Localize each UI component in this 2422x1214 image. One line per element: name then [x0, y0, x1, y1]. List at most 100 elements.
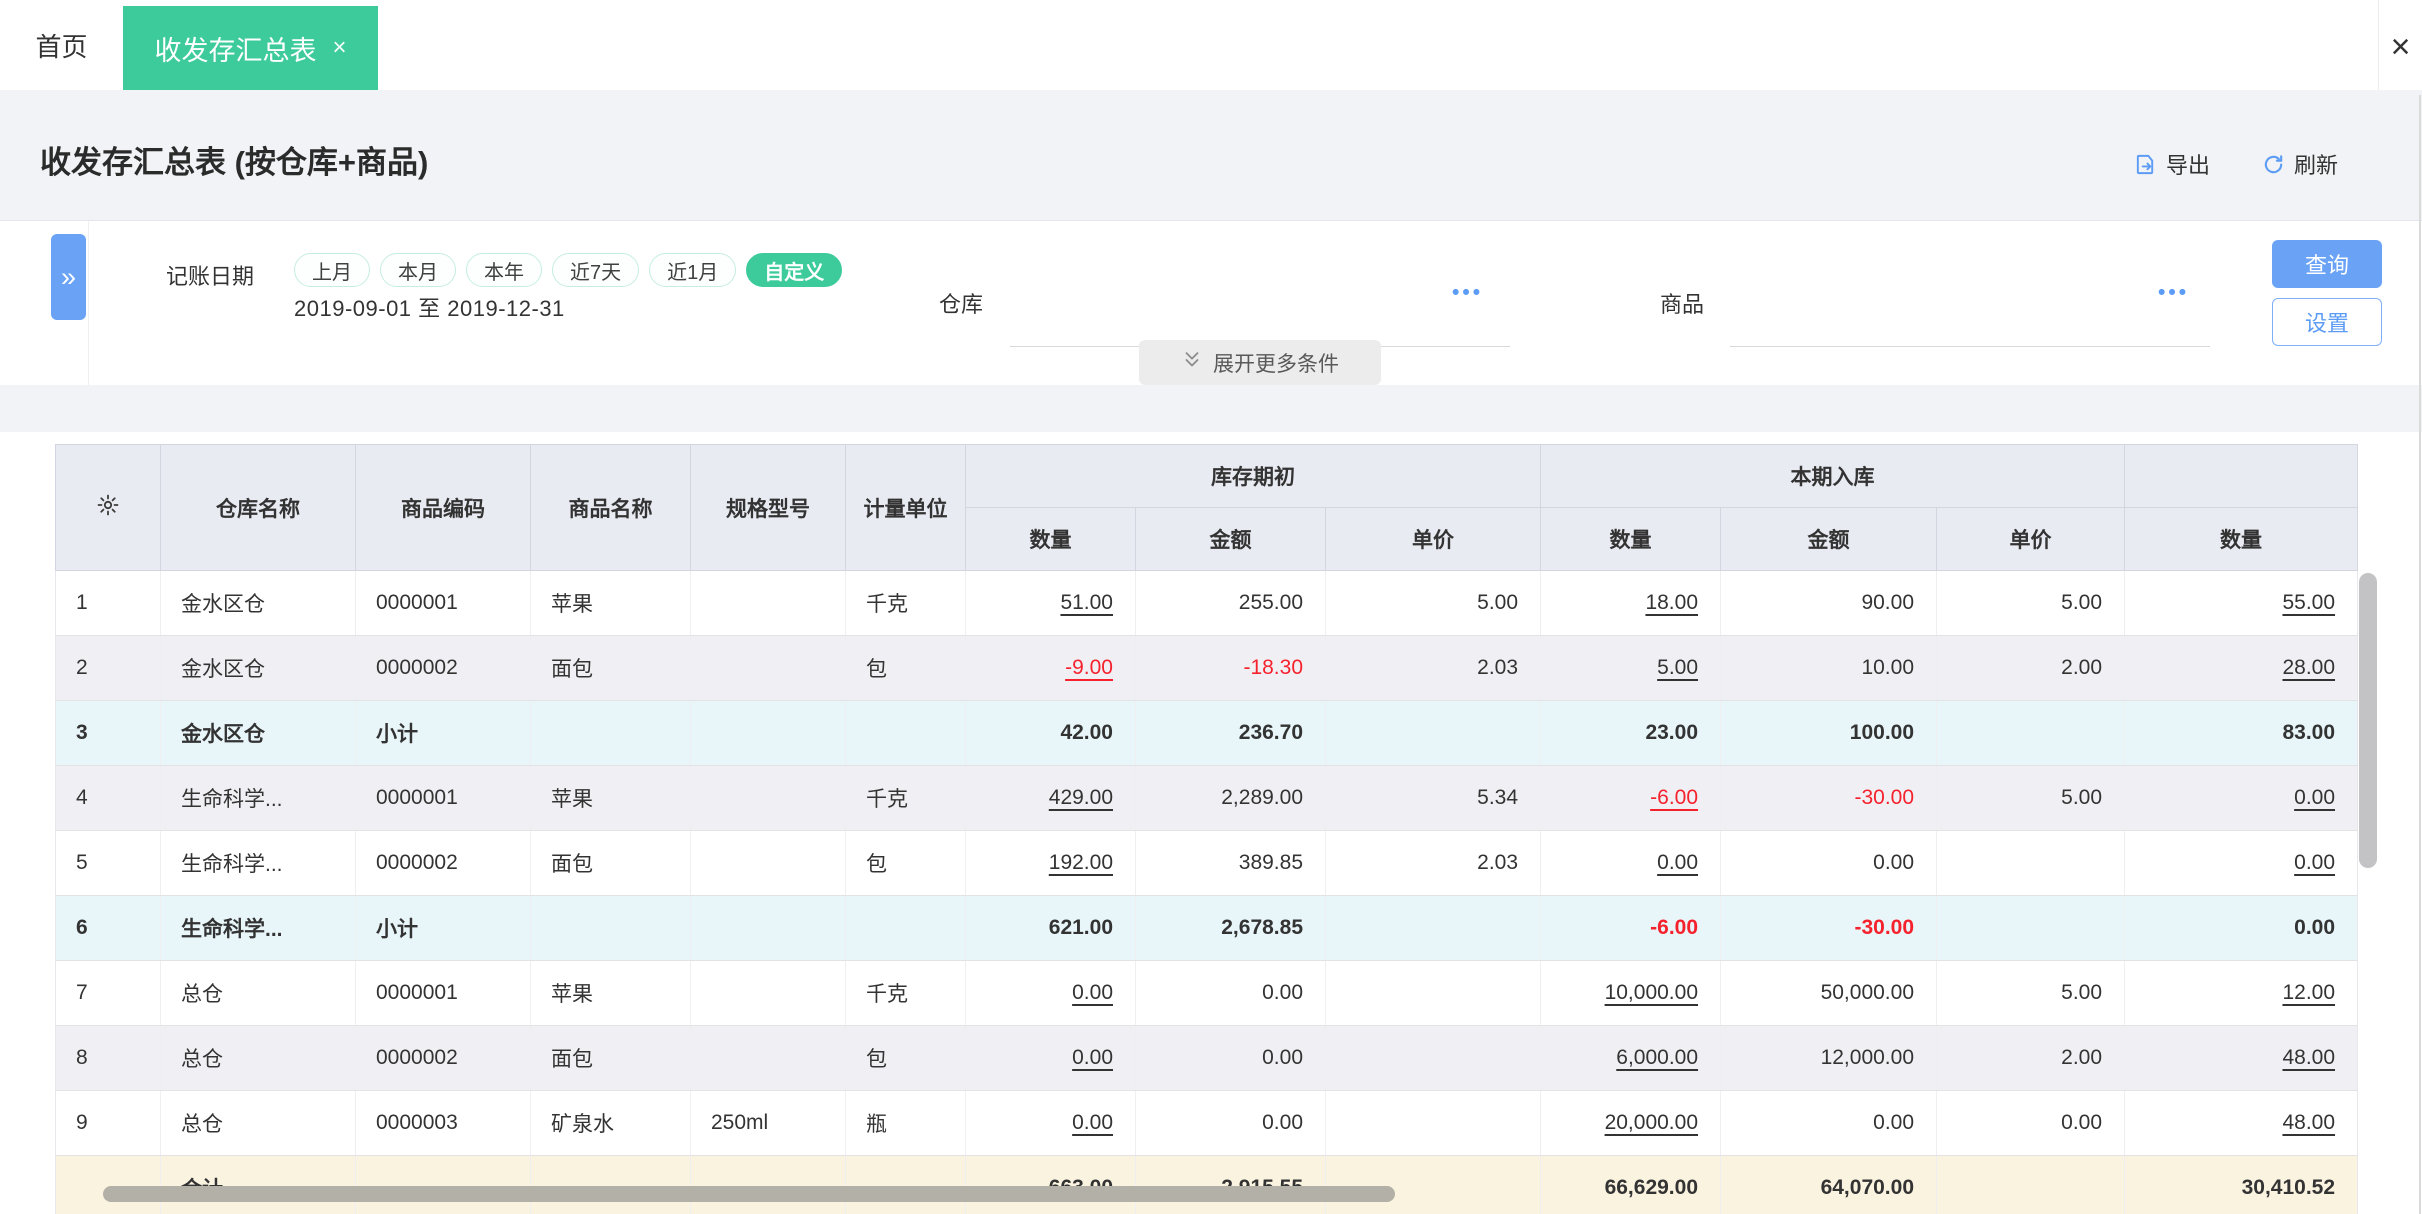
cell-spec: [690, 960, 846, 1026]
cell-spec: [690, 700, 846, 766]
search-button[interactable]: 查询: [2272, 240, 2382, 288]
cell-name: [530, 1155, 691, 1214]
cell-code: 0000001: [355, 570, 531, 636]
warehouse-more-icon[interactable]: •••: [1452, 281, 1484, 304]
qty-drill-link[interactable]: 5.00: [1657, 656, 1699, 679]
qty-drill-link[interactable]: 0.00: [2294, 786, 2336, 809]
qty-drill-link[interactable]: -6.00: [1650, 786, 1699, 809]
cell-opening-price: [1325, 1155, 1542, 1214]
export-icon: [2134, 153, 2157, 176]
gear-icon: [96, 494, 120, 522]
cell-code: 0000002: [355, 635, 531, 701]
qty-drill-link[interactable]: 0.00: [2294, 851, 2336, 874]
qty-drill-link[interactable]: 0.00: [1072, 1046, 1113, 1069]
cell-total-label: 合计: [160, 1155, 356, 1214]
qty-drill-link[interactable]: 20,000.00: [1604, 1111, 1699, 1134]
col-header-warehouse-name: 仓库名称: [160, 444, 356, 571]
cell-spec: 250ml: [690, 1090, 846, 1156]
qty-drill-link[interactable]: 48.00: [2282, 1111, 2336, 1134]
qty-drill-link[interactable]: 28.00: [2282, 656, 2336, 679]
window-close-button[interactable]: ×: [2378, 0, 2422, 90]
cell-opening-amount: 255.00: [1135, 570, 1326, 636]
cell-outbound-qty: 12.00: [2124, 960, 2359, 1026]
export-button[interactable]: 导出: [2134, 148, 2210, 180]
col-header-inbound-price: 单价: [1936, 507, 2126, 571]
horizontal-scrollbar-thumb[interactable]: [103, 1186, 1395, 1202]
product-input[interactable]: [1730, 305, 2150, 345]
cell-row-number: 6: [55, 895, 161, 961]
qty-drill-link[interactable]: 192.00: [1048, 851, 1113, 874]
qty-drill-link[interactable]: 0.00: [1072, 981, 1113, 1004]
date-range-text[interactable]: 2019-09-01 至 2019-12-31: [294, 296, 565, 321]
cell-inbound-amount: -30.00: [1720, 895, 1938, 961]
qty-drill-link[interactable]: 429.00: [1048, 786, 1113, 809]
settings-button[interactable]: 设置: [2272, 298, 2382, 346]
pill-this-month[interactable]: 本月: [380, 253, 456, 287]
cell-opening-amount: 236.70: [1135, 700, 1326, 766]
cell-opening-price: 2.03: [1325, 635, 1542, 701]
cell-opening-amount: 389.85: [1135, 830, 1326, 896]
col-header-inbound-qty: 数量: [1540, 507, 1722, 571]
cell-inbound-amount: 0.00: [1720, 830, 1938, 896]
product-label: 商品: [1660, 292, 1705, 317]
cell-row-number: 8: [55, 1025, 161, 1091]
cell-opening-amount: 2,289.00: [1135, 765, 1326, 831]
cell-inbound-price: 2.00: [1936, 635, 2126, 701]
cell-inbound-price: 5.00: [1936, 960, 2126, 1026]
cell-inbound-qty: -6.00: [1540, 895, 1722, 961]
pill-custom[interactable]: 自定义: [746, 253, 843, 287]
cell-opening-qty: 429.00: [965, 765, 1136, 831]
cell-inbound-price: [1936, 895, 2126, 961]
pill-last-1-month[interactable]: 近1月: [649, 253, 737, 287]
pill-last-7-days[interactable]: 近7天: [552, 253, 640, 287]
cell-opening-amount: 2,915.55: [1135, 1155, 1326, 1214]
pill-this-year[interactable]: 本年: [466, 253, 542, 287]
qty-drill-link[interactable]: 18.00: [1645, 591, 1699, 614]
cell-name: 面包: [530, 1025, 691, 1091]
cell-opening-qty: 0.00: [965, 1090, 1136, 1156]
cell-unit: [845, 1155, 966, 1214]
cell-spec: [690, 635, 846, 701]
tab-home[interactable]: 首页: [35, 31, 88, 62]
qty-drill-link[interactable]: 51.00: [1060, 591, 1113, 614]
tab-close-icon[interactable]: ×: [332, 34, 347, 61]
chevron-double-down-icon: [1181, 349, 1203, 377]
warehouse-label: 仓库: [939, 292, 984, 317]
group-header-outbound: [2124, 444, 2359, 508]
cell-opening-qty: 51.00: [965, 570, 1136, 636]
product-more-icon[interactable]: •••: [2158, 281, 2190, 304]
cell-spec: [690, 830, 846, 896]
cell-opening-price: [1325, 960, 1542, 1026]
qty-drill-link[interactable]: 0.00: [1657, 851, 1699, 874]
pill-last-month[interactable]: 上月: [294, 253, 370, 287]
qty-drill-link[interactable]: 0.00: [1072, 1111, 1113, 1134]
cell-code: 小计: [355, 895, 531, 961]
cell-unit: 包: [845, 830, 966, 896]
tab-summary-report[interactable]: 收发存汇总表 ×: [123, 6, 378, 90]
col-header-product-name: 商品名称: [530, 444, 691, 571]
cell-opening-qty: 42.00: [965, 700, 1136, 766]
qty-drill-link[interactable]: -9.00: [1065, 656, 1113, 679]
cell-unit: [845, 700, 966, 766]
col-header-opening-qty: 数量: [965, 507, 1136, 571]
cell-inbound-amount: 100.00: [1720, 700, 1938, 766]
refresh-button[interactable]: 刷新: [2262, 148, 2338, 180]
qty-drill-link[interactable]: 10,000.00: [1604, 981, 1699, 1004]
qty-drill-link[interactable]: 48.00: [2282, 1046, 2336, 1069]
col-header-unit: 计量单位: [845, 444, 966, 571]
qty-drill-link[interactable]: 6,000.00: [1616, 1046, 1699, 1069]
qty-drill-link[interactable]: 55.00: [2282, 591, 2336, 614]
tab-label: 收发存汇总表: [154, 35, 317, 66]
cell-warehouse: 生命科学...: [160, 895, 356, 961]
refresh-label: 刷新: [2294, 153, 2339, 178]
cell-inbound-price: 0.00: [1936, 1090, 2126, 1156]
column-settings-button[interactable]: [55, 444, 161, 571]
cell-inbound-qty: 20,000.00: [1540, 1090, 1722, 1156]
collapse-filter-button[interactable]: »: [51, 234, 86, 320]
vertical-scrollbar-thumb[interactable]: [2359, 573, 2377, 868]
expand-more-button[interactable]: 展开更多条件: [1139, 340, 1381, 385]
warehouse-input[interactable]: [1010, 305, 1450, 345]
date-filter-label: 记账日期: [166, 264, 255, 289]
qty-drill-link[interactable]: 12.00: [2282, 981, 2336, 1004]
